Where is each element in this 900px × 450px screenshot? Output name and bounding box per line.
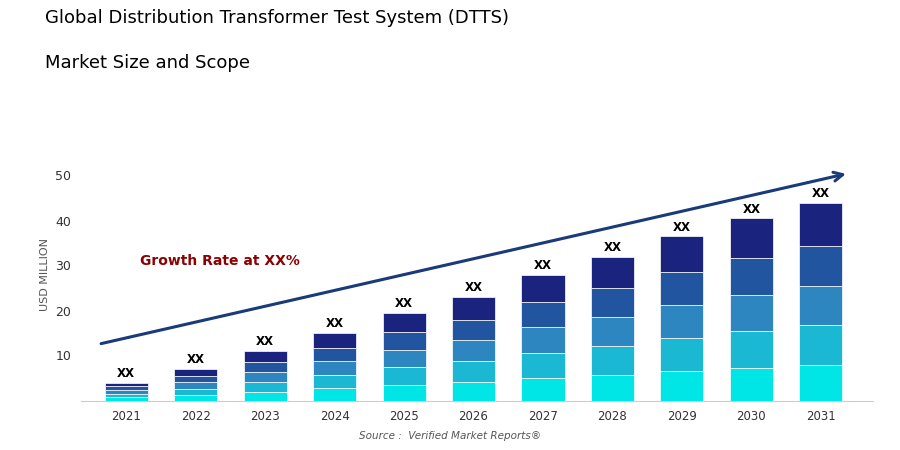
Bar	[799, 325, 842, 365]
Text: XX: XX	[742, 202, 760, 216]
Bar	[799, 286, 842, 325]
Bar	[591, 346, 634, 374]
Bar	[521, 328, 564, 353]
Bar	[313, 361, 356, 375]
Text: Global Distribution Transformer Test System (DTTS): Global Distribution Transformer Test Sys…	[45, 9, 509, 27]
Bar	[661, 305, 704, 338]
Bar	[591, 288, 634, 317]
Text: XX: XX	[117, 367, 135, 380]
Bar	[591, 256, 634, 288]
Text: XX: XX	[534, 259, 552, 272]
Bar	[452, 297, 495, 320]
Text: XX: XX	[395, 297, 413, 310]
Bar	[521, 274, 564, 302]
Bar	[174, 395, 217, 400]
Text: Market Size and Scope: Market Size and Scope	[45, 54, 250, 72]
Bar	[521, 378, 564, 400]
Bar	[591, 317, 634, 346]
Text: XX: XX	[604, 241, 622, 254]
Text: XX: XX	[812, 187, 830, 200]
Bar	[661, 371, 704, 400]
Bar	[244, 392, 286, 400]
Bar	[591, 374, 634, 400]
Text: XX: XX	[186, 353, 204, 366]
Bar	[452, 320, 495, 341]
Bar	[730, 295, 773, 331]
Bar	[313, 333, 356, 348]
Y-axis label: USD MILLION: USD MILLION	[40, 238, 50, 311]
Text: XX: XX	[673, 220, 691, 234]
Bar	[452, 361, 495, 382]
Bar	[174, 388, 217, 395]
Bar	[382, 367, 426, 385]
Bar	[452, 382, 495, 400]
Bar	[382, 385, 426, 400]
Text: Growth Rate at XX%: Growth Rate at XX%	[140, 254, 300, 268]
Bar	[104, 390, 148, 394]
Bar	[244, 362, 286, 372]
Bar	[104, 397, 148, 400]
Bar	[799, 246, 842, 286]
Bar	[799, 365, 842, 400]
Bar	[174, 376, 217, 382]
Bar	[313, 375, 356, 388]
Bar	[661, 236, 704, 272]
Bar	[313, 388, 356, 401]
Bar	[452, 341, 495, 361]
Bar	[799, 202, 842, 246]
Bar	[104, 394, 148, 397]
Bar	[104, 382, 148, 387]
Text: Source :  Verified Market Reports®: Source : Verified Market Reports®	[359, 431, 541, 441]
Bar	[244, 372, 286, 382]
Text: XX: XX	[464, 281, 482, 294]
Bar	[730, 258, 773, 295]
Bar	[661, 338, 704, 371]
Bar	[244, 382, 286, 392]
Bar	[382, 350, 426, 367]
Bar	[104, 387, 148, 390]
Text: XX: XX	[326, 317, 344, 330]
Bar	[174, 369, 217, 376]
Bar	[730, 331, 773, 368]
Bar	[382, 332, 426, 350]
Bar	[730, 368, 773, 400]
Bar	[730, 218, 773, 258]
Bar	[661, 272, 704, 305]
Bar	[313, 348, 356, 361]
Text: XX: XX	[256, 335, 274, 348]
Bar	[521, 353, 564, 378]
Bar	[521, 302, 564, 328]
Bar	[174, 382, 217, 388]
Bar	[244, 351, 286, 362]
Bar	[382, 313, 426, 332]
